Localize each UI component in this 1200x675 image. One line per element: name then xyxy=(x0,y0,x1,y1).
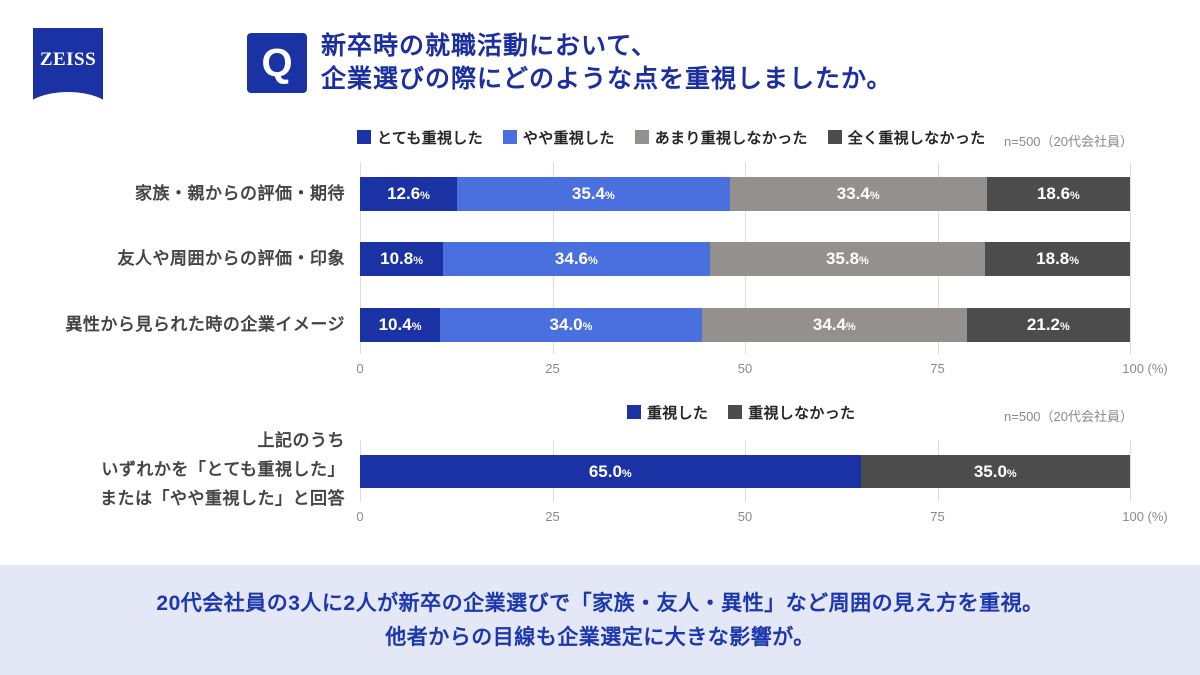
axis-tick-label: 25 xyxy=(545,361,560,376)
legend-item: 重視しなかった xyxy=(728,402,855,423)
bar-segment: 34.4% xyxy=(701,308,967,342)
axis-tick-label: 100 (%) xyxy=(1122,361,1168,376)
bar-value: 35.4% xyxy=(571,184,615,203)
bar-value: 35.0% xyxy=(973,461,1017,481)
bar-segment: 10.4% xyxy=(360,308,441,342)
bar-segment: 35.8% xyxy=(709,242,986,276)
bar-value: 35.8% xyxy=(825,249,869,268)
summary-banner: 20代会社員の3人に2人が新卒の企業選びで「家族・友人・異性」など周囲の見え方を… xyxy=(0,565,1200,675)
bar-segment: 35.4% xyxy=(457,177,730,211)
gridline xyxy=(1130,162,1131,354)
bar-value: 34.0% xyxy=(549,315,593,334)
legend-item: とても重視した xyxy=(357,127,483,148)
summary-line1: 20代会社員の3人に2人が新卒の企業選びで「家族・友人・異性」など周囲の見え方を… xyxy=(156,592,1044,615)
bar-segment: 33.4% xyxy=(729,177,987,211)
legend-item: 重視した xyxy=(627,402,708,423)
chart2-sample-size: n=500（20代会社員） xyxy=(1004,409,1133,424)
axis-tick-label: 75 xyxy=(930,361,945,376)
axis-tick-label: 100 (%) xyxy=(1122,509,1168,524)
chart1-sample-size: n=500（20代会社員） xyxy=(1004,134,1133,149)
axis-tick-label: 25 xyxy=(545,509,560,524)
category-label: 友人や周囲からの評価・印象 xyxy=(117,249,345,268)
bar-segment: 65.0% xyxy=(360,455,861,488)
category-label: 異性から見られた時の企業イメージ xyxy=(65,315,345,334)
bar-value: 10.4% xyxy=(378,315,422,334)
bar-value: 10.8% xyxy=(380,249,424,268)
legend-swatch-icon xyxy=(634,130,649,144)
axis-tick-label: 50 xyxy=(737,509,753,524)
bar-value: 34.6% xyxy=(554,249,598,268)
chart1-legend: とても重視した やや重視した あまり重視しなかった 全く重視しなかった xyxy=(357,127,986,148)
bar-segment: 35.0% xyxy=(860,455,1130,488)
page-title-line1: 新卒時の就職活動において、 xyxy=(321,32,658,60)
chart2-legend: 重視した 重視しなかった xyxy=(627,402,855,423)
bar-segment: 34.6% xyxy=(443,242,710,276)
legend-label: 重視しなかった xyxy=(748,404,856,422)
bar-value: 12.6% xyxy=(387,184,430,203)
axis-tick-label: 0 xyxy=(356,509,364,524)
axis-tick-label: 0 xyxy=(356,361,364,376)
legend-label: あまり重視しなかった xyxy=(654,129,808,147)
zeiss-logo: ZEISS xyxy=(33,28,103,106)
legend-swatch-icon xyxy=(502,130,517,144)
bar-value: 65.0% xyxy=(588,461,632,481)
legend-item: 全く重視しなかった xyxy=(827,127,986,148)
category-label: 上記のうち いずれかを「とても重視した」 または「やや重視した」と回答 xyxy=(100,431,345,508)
page-title-line2: 企業選びの際にどのような点を重視しましたか。 xyxy=(321,65,893,93)
bar-value: 18.6% xyxy=(1036,184,1080,203)
bar-row: 10.4% 34.0% 34.4% 21.2% xyxy=(360,308,1130,342)
legend-label: 全く重視しなかった xyxy=(847,129,986,147)
bar-segment: 34.0% xyxy=(440,308,702,342)
bar-row: 10.8% 34.6% 35.8% 18.8% xyxy=(360,242,1130,276)
bar-value: 33.4% xyxy=(836,184,880,203)
bar-row: 65.0% 35.0% xyxy=(360,455,1130,488)
bar-value: 34.4% xyxy=(812,315,856,334)
zeiss-logo-text: ZEISS xyxy=(39,49,97,70)
axis-tick-label: 75 xyxy=(930,509,945,524)
legend-label: 重視した xyxy=(647,404,709,422)
legend-swatch-icon xyxy=(827,130,842,144)
question-badge: Q xyxy=(247,33,307,93)
legend-label: とても重視した xyxy=(377,129,483,147)
bar-row: 12.6% 35.4% 33.4% 18.6% xyxy=(360,177,1130,211)
bar-segment: 21.2% xyxy=(966,308,1130,342)
category-label: 家族・親からの評価・期待 xyxy=(135,184,345,203)
bar-segment: 10.8% xyxy=(360,242,444,276)
bar-value: 18.8% xyxy=(1036,249,1080,268)
legend-item: あまり重視しなかった xyxy=(634,127,808,148)
legend-label: やや重視した xyxy=(522,129,615,147)
axis-tick-label: 50 xyxy=(737,361,753,376)
bar-segment: 12.6% xyxy=(360,177,458,211)
legend-swatch-icon xyxy=(627,405,641,419)
bar-value: 21.2% xyxy=(1026,315,1070,334)
legend-item: やや重視した xyxy=(502,127,615,148)
legend-swatch-icon xyxy=(728,405,743,419)
gridline xyxy=(1130,440,1131,502)
bar-segment: 18.6% xyxy=(986,177,1130,211)
page-title: 新卒時の就職活動において、 企業選びの際にどのような点を重視しましたか。 xyxy=(321,30,893,96)
summary-line2: 他者からの目線も企業選定に大きな影響が。 xyxy=(385,626,815,649)
legend-swatch-icon xyxy=(357,130,371,144)
bar-segment: 18.8% xyxy=(985,242,1130,276)
